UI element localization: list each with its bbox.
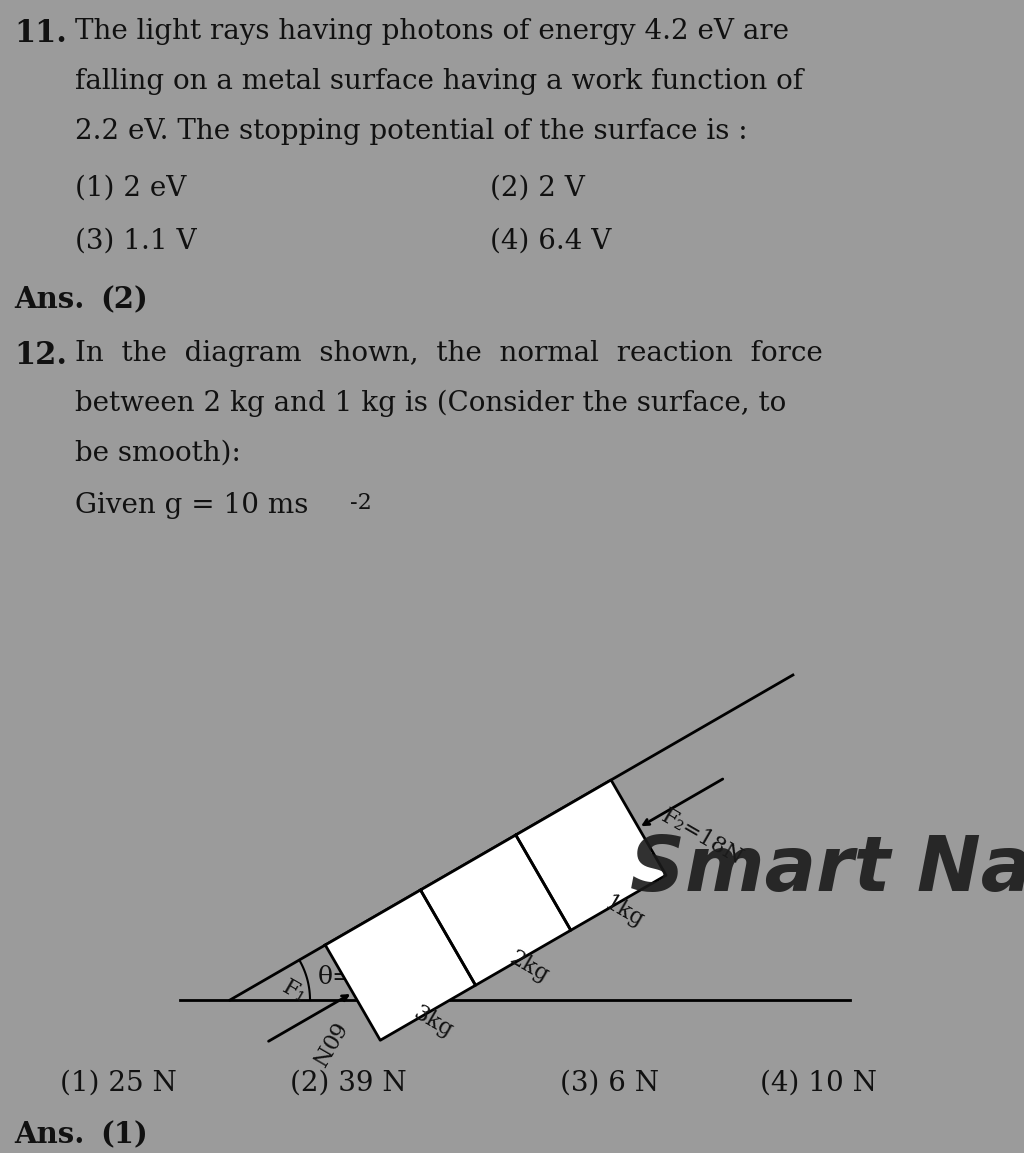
Text: (2): (2) xyxy=(100,285,147,314)
Text: falling on a metal surface having a work function of: falling on a metal surface having a work… xyxy=(75,68,803,95)
Text: Ans.: Ans. xyxy=(14,1120,84,1150)
Text: (1) 2 eV: (1) 2 eV xyxy=(75,175,186,202)
Text: (4) 10 N: (4) 10 N xyxy=(760,1070,877,1097)
Text: 3kg: 3kg xyxy=(410,1002,457,1042)
Text: (2) 2 V: (2) 2 V xyxy=(490,175,585,202)
Text: F₂=18N: F₂=18N xyxy=(657,805,746,869)
Text: Given g = 10 ms: Given g = 10 ms xyxy=(75,492,308,519)
Text: (1): (1) xyxy=(100,1120,147,1150)
Text: (3) 6 N: (3) 6 N xyxy=(560,1070,659,1097)
Text: -2: -2 xyxy=(350,492,372,514)
Text: 60N: 60N xyxy=(303,1017,346,1070)
Text: Ans.: Ans. xyxy=(14,285,84,314)
Polygon shape xyxy=(326,890,475,1040)
Polygon shape xyxy=(421,835,570,986)
Text: F₁: F₁ xyxy=(279,977,310,1008)
Polygon shape xyxy=(516,779,666,930)
Text: between 2 kg and 1 kg is (Consider the surface, to: between 2 kg and 1 kg is (Consider the s… xyxy=(75,390,786,417)
Text: θ=30°: θ=30° xyxy=(318,966,398,989)
Text: (3) 1.1 V: (3) 1.1 V xyxy=(75,228,197,255)
Text: Smart Nau: Smart Nau xyxy=(630,832,1024,907)
Text: 12.: 12. xyxy=(14,340,67,371)
Text: 1kg: 1kg xyxy=(600,892,647,933)
Text: In  the  diagram  shown,  the  normal  reaction  force: In the diagram shown, the normal reactio… xyxy=(75,340,822,367)
Text: 11.: 11. xyxy=(14,18,67,48)
Text: 2kg: 2kg xyxy=(505,948,552,987)
Text: (2) 39 N: (2) 39 N xyxy=(290,1070,407,1097)
Text: be smooth):: be smooth): xyxy=(75,440,241,467)
Text: (1) 25 N: (1) 25 N xyxy=(60,1070,177,1097)
Text: 2.2 eV. The stopping potential of the surface is :: 2.2 eV. The stopping potential of the su… xyxy=(75,118,748,145)
Text: (4) 6.4 V: (4) 6.4 V xyxy=(490,228,611,255)
Text: The light rays having photons of energy 4.2 eV are: The light rays having photons of energy … xyxy=(75,18,790,45)
